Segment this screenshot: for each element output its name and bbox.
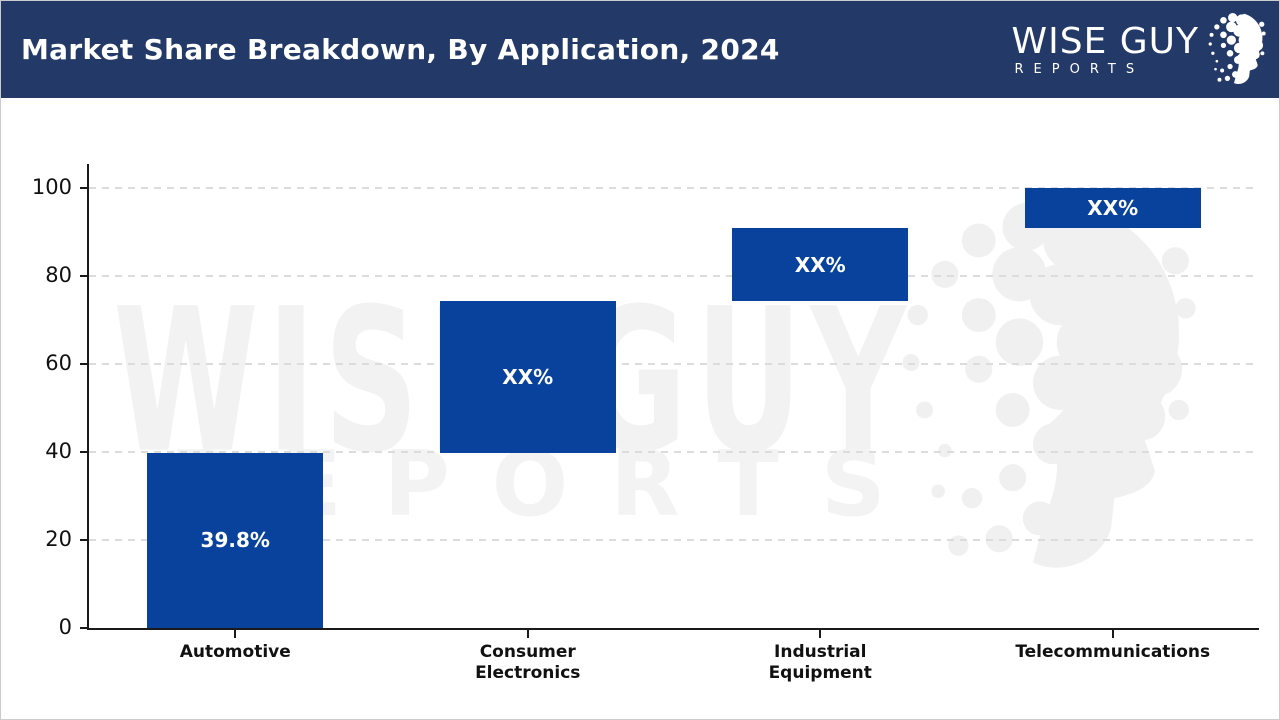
y-tick-label: 40	[45, 439, 72, 463]
wiseguy-face-icon	[1208, 12, 1266, 84]
x-category-label: Telecommunications	[1015, 642, 1211, 662]
y-tick-mark	[80, 451, 89, 453]
y-tick-mark	[80, 627, 89, 629]
x-category-label: Automotive	[179, 642, 291, 662]
x-tick-mark	[819, 630, 822, 638]
page-title: Market Share Breakdown, By Application, …	[21, 33, 780, 66]
y-axis-line	[87, 164, 89, 630]
y-tick-label: 0	[58, 615, 72, 639]
y-tick-label: 80	[45, 263, 72, 287]
plot-area: 0 20 40 60 80 100 39.8% Automotive XX% Consumer E…	[1, 98, 1279, 719]
gridline	[89, 275, 1259, 277]
gridline	[89, 451, 1259, 453]
bar-consumer-electronics: XX%	[439, 301, 616, 453]
bar-automotive: 39.8%	[147, 452, 324, 628]
y-tick-label: 100	[31, 175, 72, 199]
y-tick-mark	[80, 275, 89, 277]
y-tick-mark	[80, 187, 89, 189]
bar-value-label: 39.8%	[200, 528, 270, 553]
wiseguy-logo: WISE GUY REPORTS	[1012, 10, 1268, 90]
logo-wordmark: WISE GUY	[1011, 20, 1199, 62]
y-tick-mark	[80, 363, 89, 365]
gridline	[89, 363, 1259, 365]
bar-value-label: XX%	[1087, 196, 1139, 221]
chart: WISE GUY REPORTS 0 20 40 60 80 100 39.8% Automo…	[1, 98, 1279, 719]
y-tick-label: 20	[45, 527, 72, 551]
x-tick-mark	[234, 630, 237, 638]
header-bar: Market Share Breakdown, By Application, …	[1, 1, 1279, 98]
bar-value-label: XX%	[502, 364, 554, 389]
logo-subtitle: REPORTS	[1014, 61, 1145, 77]
wiseguy-logo-text: WISE GUY REPORTS	[1011, 20, 1200, 77]
bar-industrial-equipment: XX%	[732, 228, 909, 302]
bar-value-label: XX%	[794, 252, 846, 277]
bar-telecommunications: XX%	[1024, 188, 1201, 229]
gridline	[89, 539, 1259, 541]
x-tick-mark	[1111, 630, 1114, 638]
x-tick-mark	[526, 630, 529, 638]
x-axis-line	[87, 628, 1259, 630]
y-tick-mark	[80, 539, 89, 541]
x-category-label: Industrial Equipment	[768, 642, 872, 683]
y-tick-label: 60	[45, 351, 72, 375]
x-category-label: Consumer Electronics	[475, 642, 581, 683]
gridline	[89, 187, 1259, 189]
